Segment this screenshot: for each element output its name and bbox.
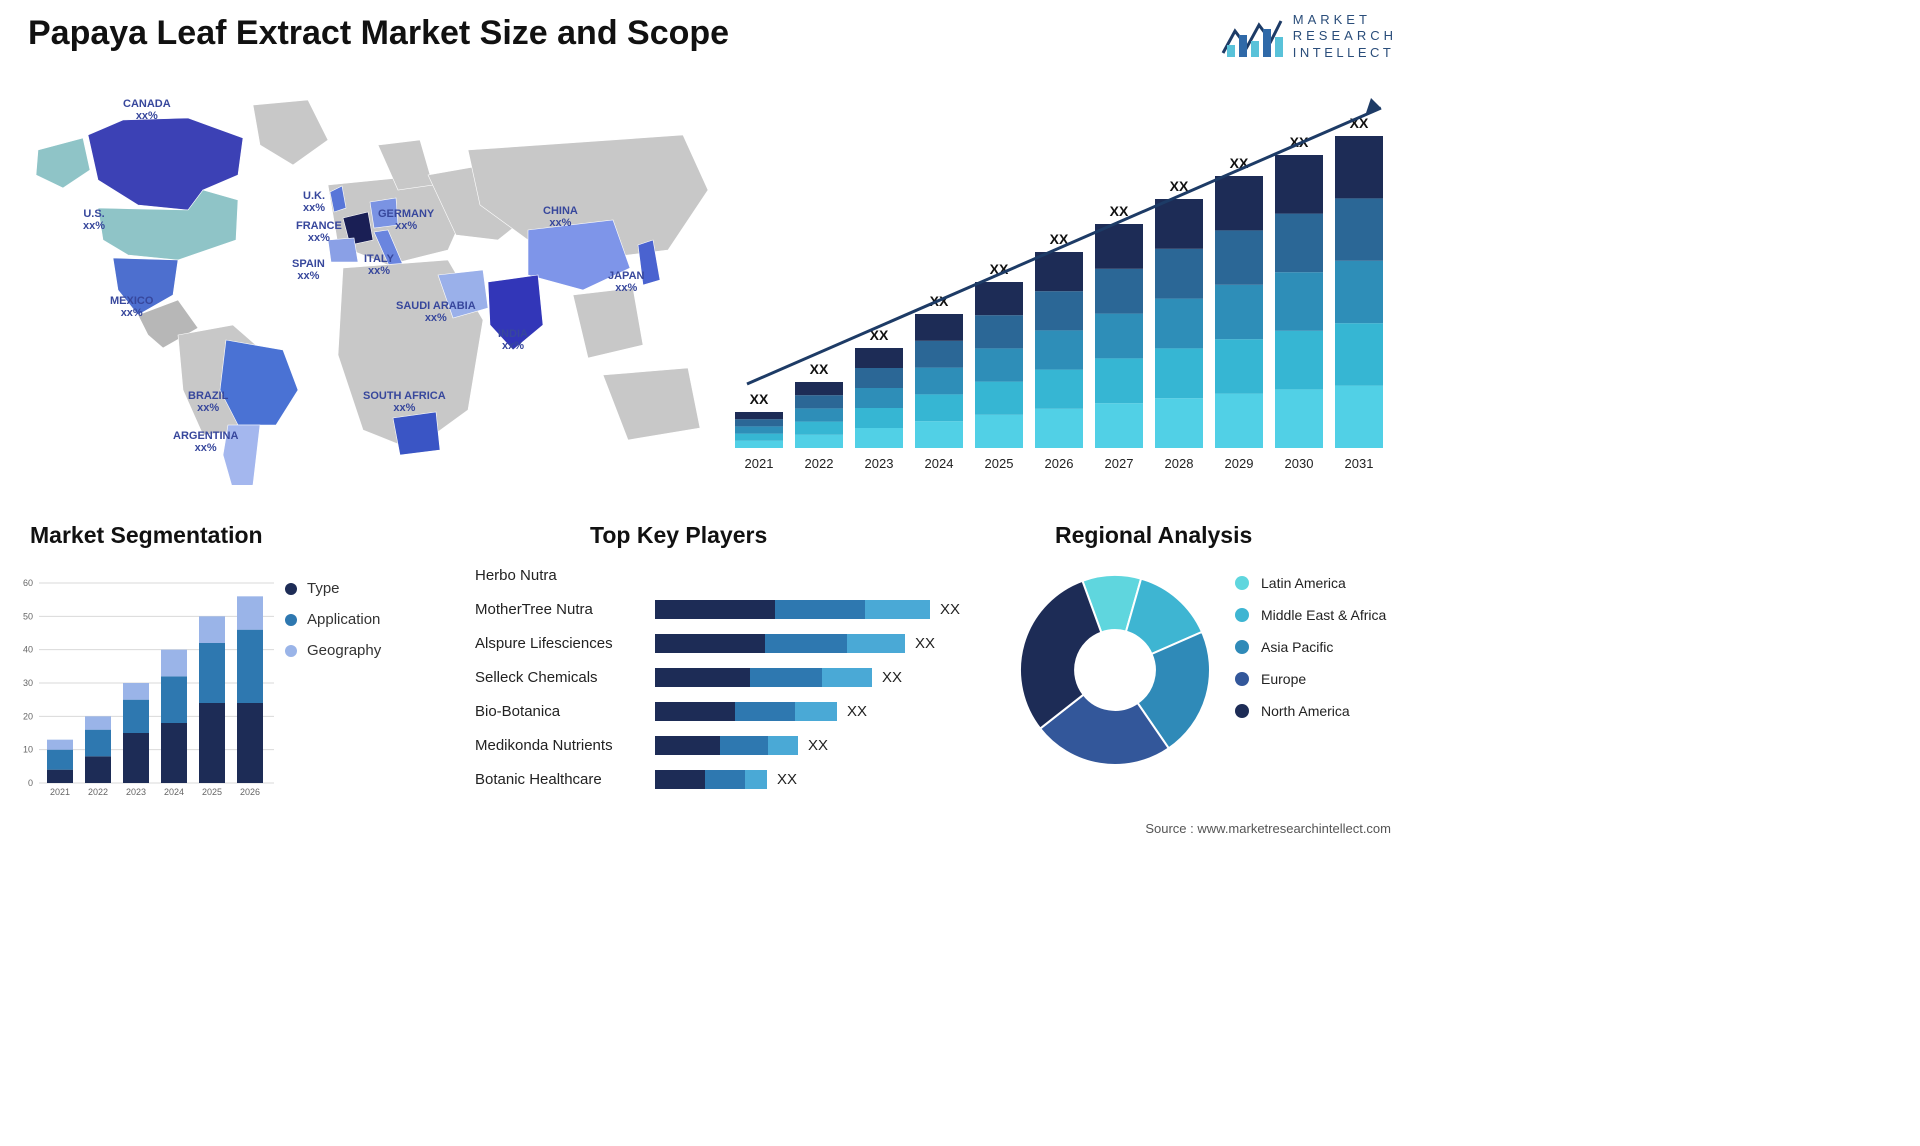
region-legend-item: Latin America	[1235, 575, 1386, 591]
map-svg	[28, 90, 708, 485]
logo-text: MARKET RESEARCH INTELLECT	[1293, 12, 1397, 61]
kp-row: Bio-Botanica XX	[475, 694, 965, 728]
map-label-japan: JAPANxx%	[608, 270, 644, 294]
kp-bar	[655, 600, 930, 619]
segmentation-title: Market Segmentation	[30, 522, 263, 549]
seg-svg: 0 10 20 30 40 50 60 2021 2022 2023 2024 2025 2026	[15, 558, 280, 808]
key-players-chart: Herbo NutraMotherTree NutraXXAlspure Lif…	[475, 558, 965, 818]
svg-text:2025: 2025	[985, 456, 1014, 471]
svg-text:40: 40	[23, 645, 33, 655]
svg-text:2028: 2028	[1165, 456, 1194, 471]
svg-text:XX: XX	[1110, 203, 1129, 219]
map-label-brazil: BRAZILxx%	[188, 390, 228, 414]
seg-legend-item: Geography	[285, 642, 381, 659]
svg-text:0: 0	[28, 778, 33, 788]
map-label-italy: ITALYxx%	[364, 253, 394, 277]
region-legend-item: Middle East & Africa	[1235, 607, 1386, 623]
logo-line1: MARKET	[1293, 12, 1397, 28]
kp-bar	[655, 702, 837, 721]
svg-text:2021: 2021	[50, 787, 70, 797]
kp-value: XX	[940, 601, 960, 618]
big-bar-svg: XX2021XX2022XX2023XX2024XX2025XX2026XX20…	[727, 98, 1392, 478]
svg-text:2026: 2026	[240, 787, 260, 797]
svg-text:20: 20	[23, 711, 33, 721]
region-legend-item: North America	[1235, 703, 1386, 719]
kp-row: Selleck Chemicals XX	[475, 660, 965, 694]
svg-text:50: 50	[23, 611, 33, 621]
map-label-uk: U.K.xx%	[303, 190, 325, 214]
svg-text:XX: XX	[750, 391, 769, 407]
world-map: CANADAxx% U.S.xx% MEXICOxx% BRAZILxx% ARGENT…	[28, 90, 708, 485]
logo: MARKET RESEARCH INTELLECT	[1221, 12, 1397, 61]
map-label-china: CHINAxx%	[543, 205, 578, 229]
regional-donut	[1005, 560, 1225, 780]
svg-text:2030: 2030	[1285, 456, 1314, 471]
svg-text:2024: 2024	[925, 456, 954, 471]
kp-bar	[655, 634, 905, 653]
map-label-germany: GERMANYxx%	[378, 208, 434, 232]
seg-legend-item: Application	[285, 611, 381, 628]
kp-value: XX	[882, 669, 902, 686]
market-size-chart: XX2021XX2022XX2023XX2024XX2025XX2026XX20…	[727, 98, 1392, 478]
kp-value: XX	[847, 703, 867, 720]
kp-value: XX	[915, 635, 935, 652]
svg-text:2024: 2024	[164, 787, 184, 797]
kp-row: Botanic Healthcare XX	[475, 762, 965, 796]
svg-text:2022: 2022	[805, 456, 834, 471]
kp-name: Bio-Botanica	[475, 703, 655, 720]
region-legend-item: Europe	[1235, 671, 1386, 687]
svg-text:10: 10	[23, 745, 33, 755]
logo-line3: INTELLECT	[1293, 45, 1397, 61]
region-legend-item: Asia Pacific	[1235, 639, 1386, 655]
svg-text:60: 60	[23, 578, 33, 588]
kp-name: Botanic Healthcare	[475, 771, 655, 788]
key-players-title: Top Key Players	[590, 522, 767, 549]
kp-bar	[655, 668, 872, 687]
segmentation-legend: Type Application Geography	[285, 580, 381, 673]
svg-text:30: 30	[23, 678, 33, 688]
regional-legend: Latin America Middle East & Africa Asia Pa…	[1235, 575, 1386, 735]
svg-text:XX: XX	[810, 361, 829, 377]
svg-text:2027: 2027	[1105, 456, 1134, 471]
svg-text:2022: 2022	[88, 787, 108, 797]
map-label-spain: SPAINxx%	[292, 258, 325, 282]
svg-text:2021: 2021	[745, 456, 774, 471]
kp-value: XX	[808, 737, 828, 754]
kp-row: MotherTree Nutra XX	[475, 592, 965, 626]
map-label-india: INDIAxx%	[498, 328, 528, 352]
svg-text:2023: 2023	[865, 456, 894, 471]
seg-legend-item: Type	[285, 580, 381, 597]
map-label-southafrica: SOUTH AFRICAxx%	[363, 390, 446, 414]
logo-line2: RESEARCH	[1293, 28, 1397, 44]
map-label-canada: CANADAxx%	[123, 98, 171, 122]
map-label-france: FRANCExx%	[296, 220, 342, 244]
segmentation-chart: 0 10 20 30 40 50 60 2021 2022 2023 2024 2025 2026	[15, 558, 280, 808]
kp-bar	[655, 770, 767, 789]
kp-bar	[655, 736, 798, 755]
kp-row: Alspure Lifesciences XX	[475, 626, 965, 660]
map-label-argentina: ARGENTINAxx%	[173, 430, 238, 454]
source-text: Source : www.marketresearchintellect.com	[1145, 821, 1391, 836]
map-label-saudiarabia: SAUDI ARABIAxx%	[396, 300, 476, 324]
svg-text:2023: 2023	[126, 787, 146, 797]
map-label-mexico: MEXICOxx%	[110, 295, 153, 319]
kp-name: Selleck Chemicals	[475, 669, 655, 686]
kp-value: XX	[777, 771, 797, 788]
logo-icon	[1221, 13, 1283, 59]
map-label-us: U.S.xx%	[83, 208, 105, 232]
kp-name: Alspure Lifesciences	[475, 635, 655, 652]
kp-row: Medikonda Nutrients XX	[475, 728, 965, 762]
svg-text:2031: 2031	[1345, 456, 1374, 471]
page-title: Papaya Leaf Extract Market Size and Scop…	[28, 14, 729, 53]
svg-text:2029: 2029	[1225, 456, 1254, 471]
svg-text:2026: 2026	[1045, 456, 1074, 471]
kp-row: Herbo Nutra	[475, 558, 965, 592]
kp-name: Herbo Nutra	[475, 567, 655, 584]
svg-text:2025: 2025	[202, 787, 222, 797]
donut-svg	[1005, 560, 1225, 780]
regional-title: Regional Analysis	[1055, 522, 1252, 549]
kp-name: MotherTree Nutra	[475, 601, 655, 618]
kp-name: Medikonda Nutrients	[475, 737, 655, 754]
